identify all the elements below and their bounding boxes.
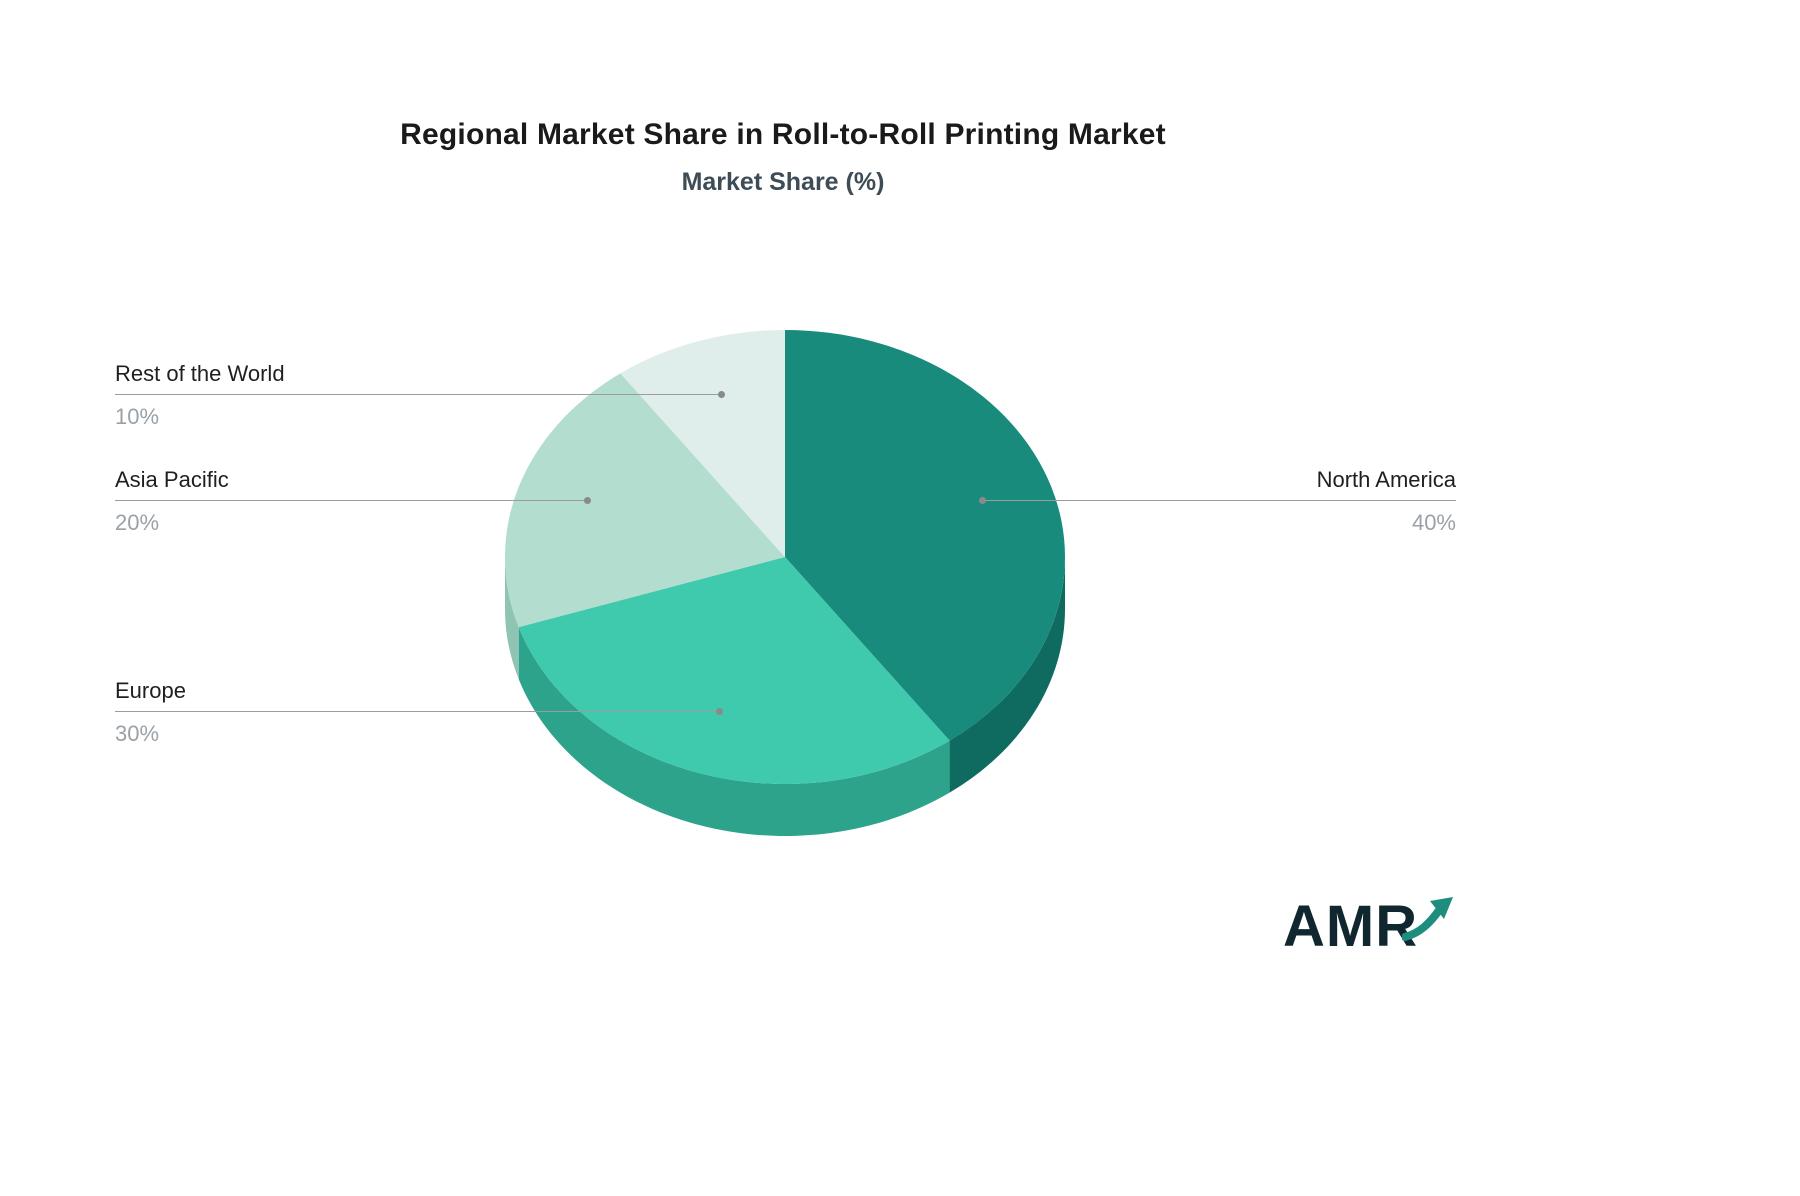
pie-slice-rest-of-the-world[interactable] xyxy=(620,330,785,557)
slice-value: 30% xyxy=(115,721,160,746)
slice-value: 10% xyxy=(115,404,160,429)
annotation-asia-pacific: Asia Pacific 20% xyxy=(115,466,591,537)
slice-value: 20% xyxy=(115,510,160,535)
slice-label: Rest of the World xyxy=(115,361,285,386)
chart-header: Regional Market Share in Roll-to-Roll Pr… xyxy=(0,0,1566,197)
logo-arrow-icon xyxy=(1402,897,1454,941)
leader-dot xyxy=(979,497,986,504)
pie-slice-side-europe xyxy=(518,627,950,837)
pie-slice-side-north-america xyxy=(949,557,1066,793)
amr-logo: AMR xyxy=(1283,893,1454,960)
slice-label: Europe xyxy=(115,678,186,703)
leader-line xyxy=(979,497,1456,504)
chart-title: Regional Market Share in Roll-to-Roll Pr… xyxy=(400,118,1166,151)
leader-line xyxy=(115,497,591,504)
leader-dot xyxy=(718,391,725,398)
slice-label: Asia Pacific xyxy=(115,467,229,492)
annotation-rest-of-the-world: Rest of the World 10% xyxy=(115,360,725,431)
logo-text: AMR xyxy=(1283,894,1419,959)
pie-slice-north-america[interactable] xyxy=(785,330,1066,741)
pie-slice-side-asia-pacific xyxy=(505,557,519,680)
pie-slice-asia-pacific[interactable] xyxy=(504,373,785,628)
leader-line xyxy=(115,391,725,398)
leader-dot xyxy=(584,497,591,504)
leader-dot xyxy=(716,708,723,715)
slice-value: 40% xyxy=(1411,510,1456,535)
pie-slice-europe[interactable] xyxy=(518,557,950,785)
annotation-europe: Europe 30% xyxy=(115,677,723,748)
chart-subtitle: Market Share (%) xyxy=(681,168,885,196)
leader-line xyxy=(115,708,723,715)
slice-label: North America xyxy=(1316,467,1456,492)
annotation-north-america: North America 40% xyxy=(979,466,1456,537)
